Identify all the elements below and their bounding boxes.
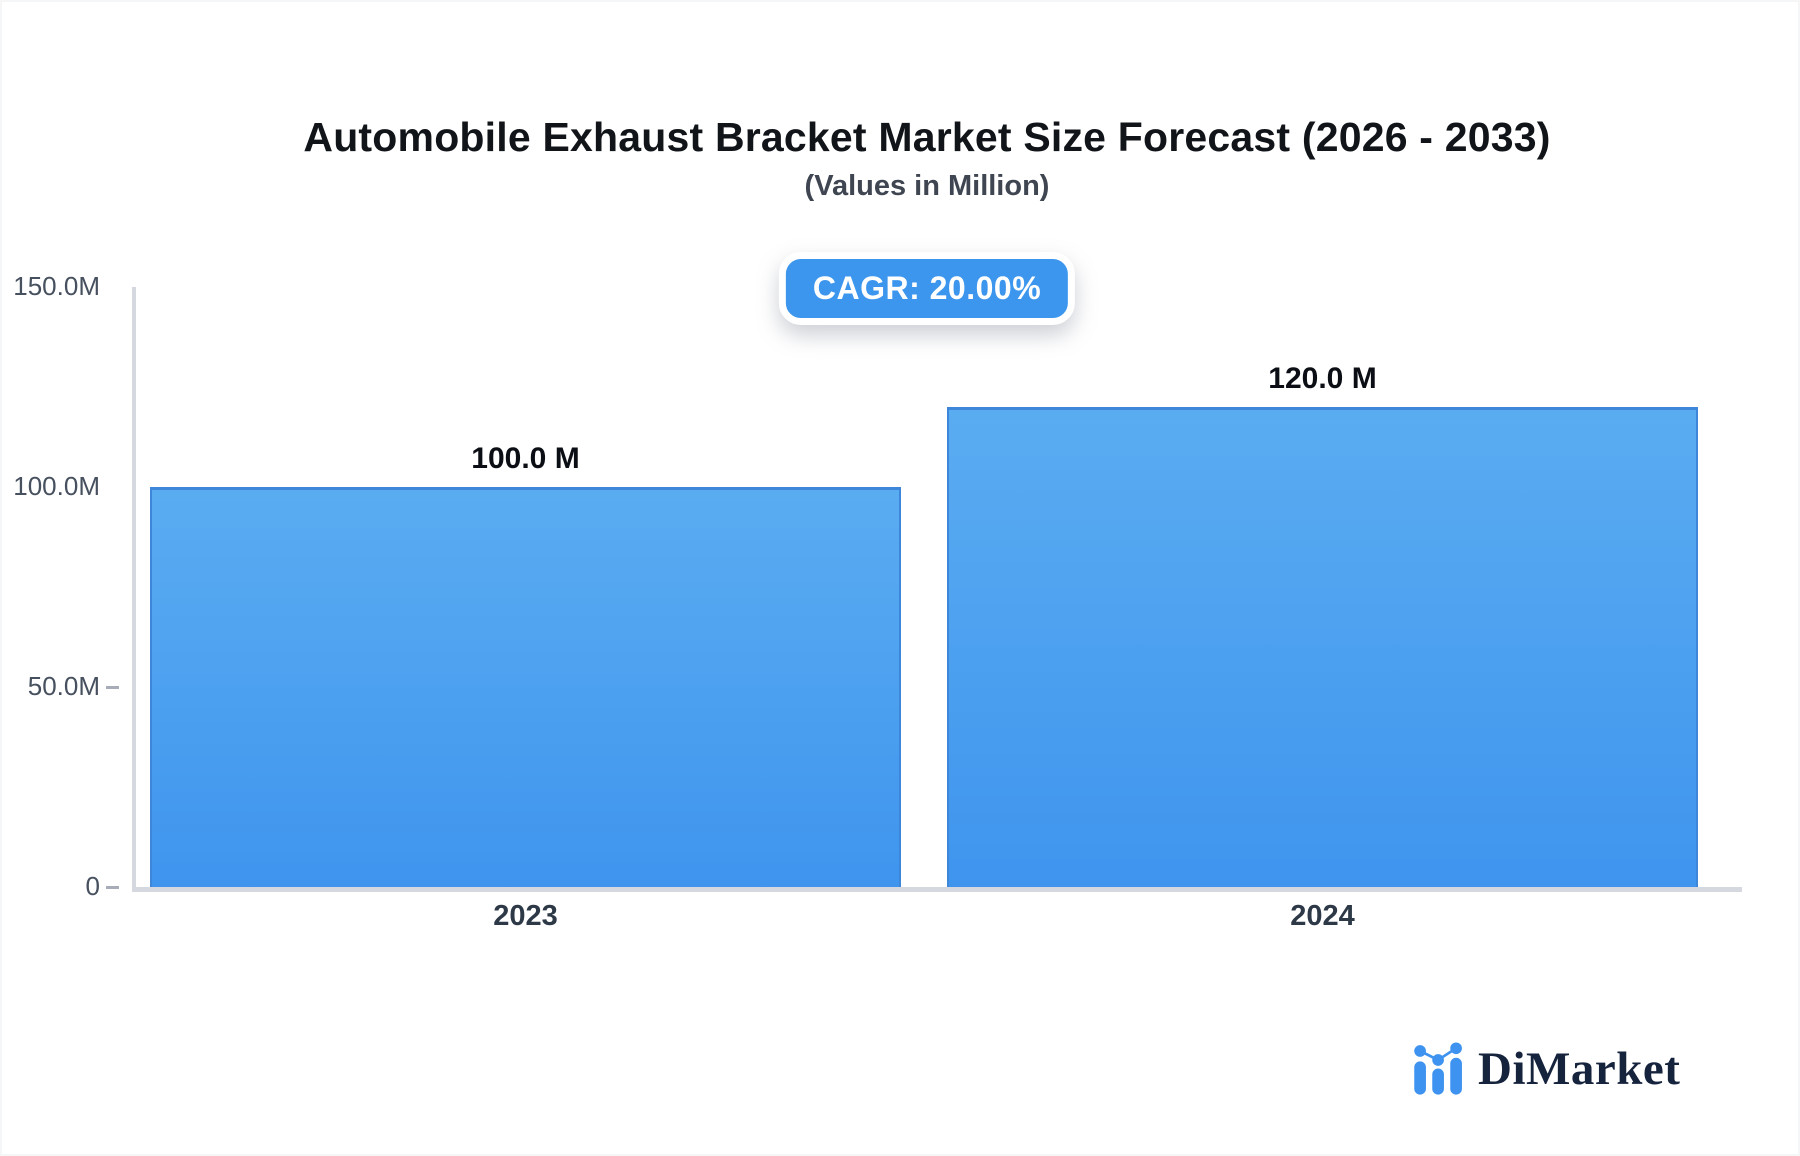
y-tick-label: 100.0M	[13, 471, 100, 501]
bar-chart-trend-icon	[1414, 1042, 1462, 1095]
dimarket-logo: DiMarket	[1412, 1042, 1680, 1096]
y-tick-mark	[106, 886, 119, 889]
y-axis-line	[132, 287, 136, 888]
bar-value-label: 100.0 M	[471, 442, 580, 475]
bar-2024	[947, 407, 1698, 887]
bar-2023	[150, 487, 901, 887]
chart-subtitle: (Values in Million)	[804, 170, 1050, 202]
chart-title: Automobile Exhaust Bracket Market Size F…	[303, 114, 1551, 160]
y-tick-label: 150.0M	[13, 271, 100, 301]
y-tick-label: 0	[85, 871, 100, 901]
cagr-badge: CAGR: 20.00%	[778, 252, 1076, 325]
x-axis-baseline	[132, 887, 1742, 892]
x-axis-label: 2024	[1290, 900, 1355, 932]
x-axis-label: 2023	[493, 900, 558, 932]
cagr-label: CAGR: 20.00%	[812, 270, 1042, 306]
bar-value-label: 120.0 M	[1268, 362, 1377, 395]
y-tick-mark	[106, 686, 119, 689]
y-tick-label: 50.0M	[27, 671, 100, 701]
logo-text: DiMarket	[1478, 1043, 1681, 1095]
